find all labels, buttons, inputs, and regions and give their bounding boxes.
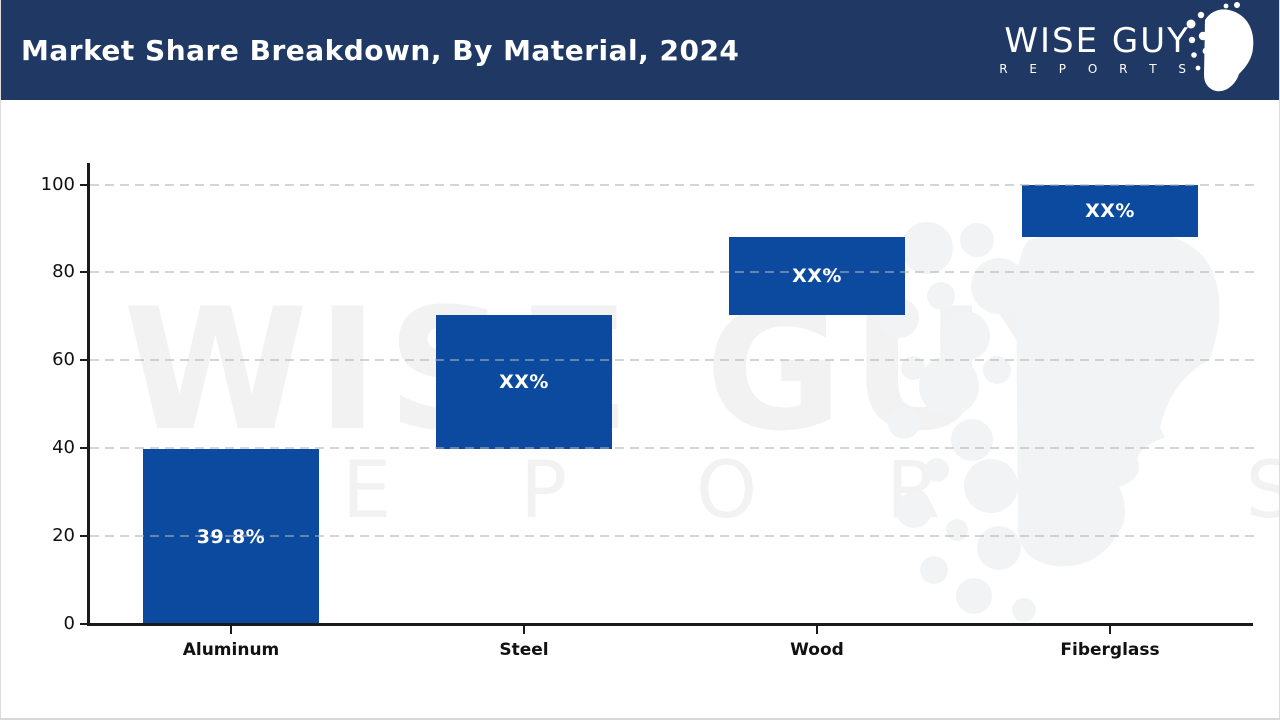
bar-wood: XX%: [729, 236, 905, 316]
x-tick-mark: [230, 626, 232, 634]
gridline-60: [90, 359, 1259, 362]
bar-value-label: XX%: [792, 264, 842, 287]
x-axis-line: [87, 623, 1253, 626]
y-tick-label: 80: [52, 261, 75, 283]
bar-value-label: XX%: [1085, 199, 1135, 222]
y-tick-mark: [80, 447, 88, 450]
wiseguy-logo-name: WISE GUY: [1004, 21, 1190, 62]
y-tick-mark: [80, 359, 88, 362]
y-tick-label: 100: [40, 173, 75, 195]
y-tick-mark: [80, 183, 88, 186]
gridline-20: [90, 535, 1259, 538]
x-tick-label-steel: Steel: [499, 640, 549, 660]
x-tick-label-fiberglass: Fiberglass: [1060, 640, 1160, 660]
wiseguy-logo-subtitle: R E P O R T S: [999, 61, 1195, 76]
y-tick-label: 40: [52, 437, 75, 459]
y-tick-label: 60: [52, 349, 75, 371]
page-title: Market Share Breakdown, By Material, 202…: [21, 33, 740, 67]
y-axis-line: [87, 163, 90, 626]
bar-steel: XX%: [436, 315, 612, 450]
x-tick-mark: [523, 626, 525, 634]
x-tick-label-aluminum: Aluminum: [182, 640, 280, 660]
gridline-100: [90, 183, 1259, 186]
wiseguy-logo-head-icon: [1186, 2, 1254, 92]
y-tick-mark: [80, 623, 88, 625]
x-tick-label-wood: Wood: [790, 640, 844, 660]
wiseguy-logo: WISE GUY R E P O R T S: [999, 2, 1267, 98]
y-tick-label: 20: [52, 525, 75, 547]
x-tick-mark: [1109, 626, 1111, 634]
x-tick-mark: [816, 626, 818, 634]
gridline-40: [90, 447, 1259, 450]
y-tick-mark: [80, 271, 88, 274]
header: Market Share Breakdown, By Material, 202…: [1, 0, 1279, 100]
gridline-80: [90, 271, 1259, 274]
y-tick-label: 0: [63, 613, 75, 634]
bar-fiberglass: XX%: [1022, 184, 1198, 237]
wiseguy-logo-text: WISE GUY R E P O R T S: [999, 21, 1195, 76]
bar-value-label: XX%: [499, 371, 549, 394]
bar-value-label: 39.8%: [196, 525, 266, 548]
y-tick-mark: [80, 535, 88, 538]
